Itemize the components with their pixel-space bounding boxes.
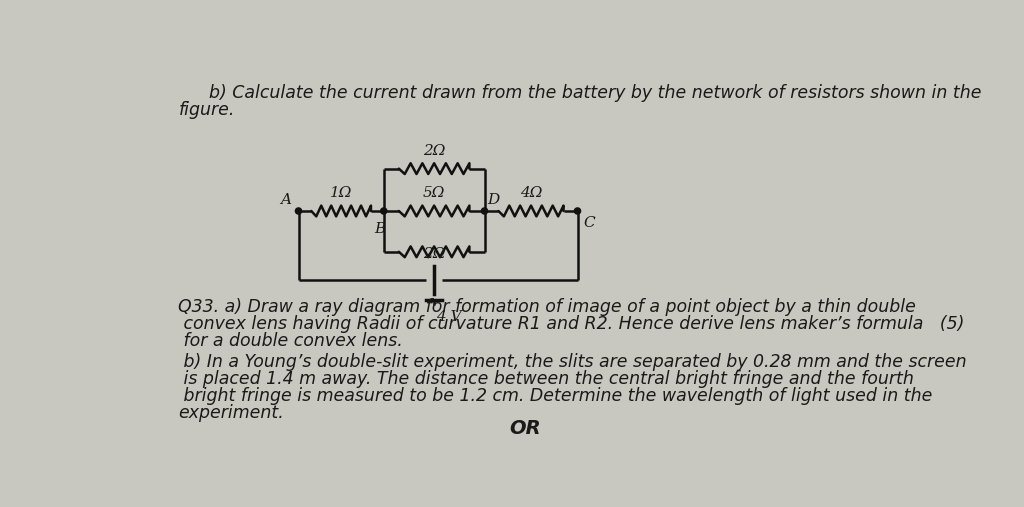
Text: 5Ω: 5Ω: [423, 186, 445, 200]
Text: Q33. a) Draw a ray diagram for formation of image of a point object by a thin do: Q33. a) Draw a ray diagram for formation…: [178, 298, 916, 316]
Text: 2Ω: 2Ω: [423, 247, 445, 261]
Circle shape: [381, 208, 387, 214]
Text: B: B: [374, 222, 385, 236]
Text: experiment.: experiment.: [178, 404, 284, 422]
Text: figure.: figure.: [178, 101, 234, 119]
Text: b) In a Young’s double-slit experiment, the slits are separated by 0.28 mm and t: b) In a Young’s double-slit experiment, …: [178, 353, 967, 372]
Text: b) Calculate the current drawn from the battery by the network of resistors show: b) Calculate the current drawn from the …: [209, 84, 982, 102]
Text: convex lens having Radii of curvature R1 and R2. Hence derive lens maker’s formu: convex lens having Radii of curvature R1…: [178, 315, 965, 333]
Text: A: A: [280, 193, 291, 207]
Circle shape: [295, 208, 302, 214]
Text: OR: OR: [509, 419, 541, 438]
Text: 2Ω: 2Ω: [423, 144, 445, 158]
Text: is placed 1.4 m away. The distance between the central bright fringe and the fou: is placed 1.4 m away. The distance betwe…: [178, 371, 914, 388]
Text: 1Ω: 1Ω: [330, 186, 352, 200]
Circle shape: [574, 208, 581, 214]
Text: for a double convex lens.: for a double convex lens.: [178, 332, 403, 350]
Text: bright fringe is measured to be 1.2 cm. Determine the wavelength of light used i: bright fringe is measured to be 1.2 cm. …: [178, 387, 933, 405]
Text: 4Ω: 4Ω: [520, 186, 542, 200]
Text: 4 V: 4 V: [436, 310, 462, 323]
Text: D: D: [487, 193, 500, 207]
Circle shape: [481, 208, 487, 214]
Text: C: C: [584, 215, 595, 230]
